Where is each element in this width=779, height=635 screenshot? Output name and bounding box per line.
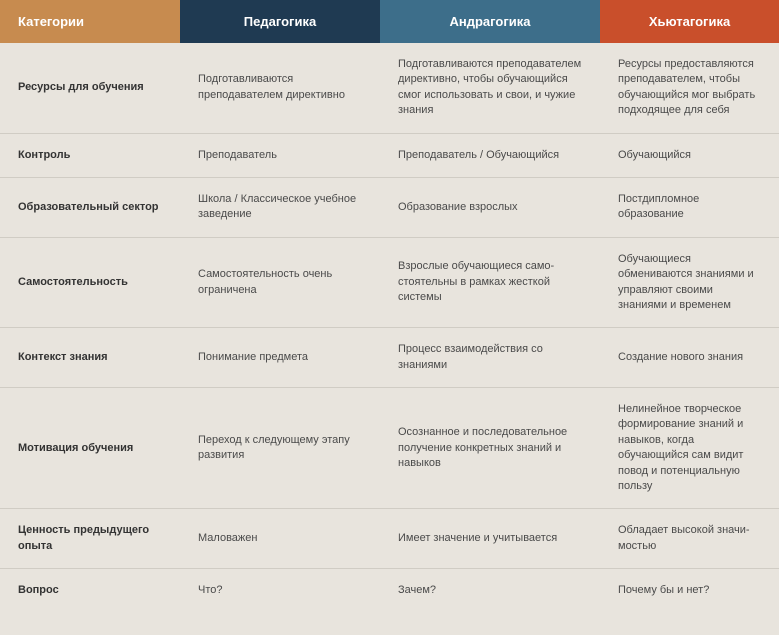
column-header: Педагогика [180,0,380,43]
table-cell: Преподаватель [180,134,380,178]
table-cell: Ресурсы предоставляются преподавателем, … [600,43,779,134]
table-cell: Обучающиеся обмениваются знаниями и упра… [600,238,779,329]
row-category: Образовательный сектор [0,178,180,238]
row-category: Вопрос [0,569,180,612]
row-category: Ценность предыдущего опыта [0,509,180,569]
table-cell: Самостоятельность очень ограничена [180,238,380,329]
comparison-table: КатегорииПедагогикаАндрагогикаХьютагогик… [0,0,779,613]
table-cell: Зачем? [380,569,600,612]
column-header: Хьютагогика [600,0,779,43]
row-category: Самостоятельность [0,238,180,329]
row-category: Контекст знания [0,328,180,388]
table-cell: Имеет значение и учиты­вается [380,509,600,569]
table-cell: Создание нового знания [600,328,779,388]
table-cell: Что? [180,569,380,612]
column-header: Андрагогика [380,0,600,43]
table-cell: Преподаватель / Обучающийся [380,134,600,178]
row-category: Контроль [0,134,180,178]
table-cell: Обладает высокой значи­мостью [600,509,779,569]
table-cell: Почему бы и нет? [600,569,779,612]
row-category: Ресурсы для обучения [0,43,180,134]
column-header: Категории [0,0,180,43]
table-cell: Нелинейное творческое форми­рование знан… [600,388,779,509]
table-cell: Переход к следующе­му этапу развития [180,388,380,509]
table-cell: Процесс взаимодействия со знаниями [380,328,600,388]
table-cell: Подготавливаются преподавате­лем директи… [380,43,600,134]
table-cell: Образование взрослых [380,178,600,238]
table-cell: Постдипломное образование [600,178,779,238]
table-cell: Осознанное и последова­тельное получение… [380,388,600,509]
table-cell: Понимание предмета [180,328,380,388]
table-cell: Взрослые обучающиеся само­стоятельны в р… [380,238,600,329]
table-cell: Обучающийся [600,134,779,178]
table-cell: Школа / Классическое учебное заведение [180,178,380,238]
table-cell: Маловажен [180,509,380,569]
table-cell: Подготавливаются преподавателем директив… [180,43,380,134]
row-category: Мотивация обучения [0,388,180,509]
